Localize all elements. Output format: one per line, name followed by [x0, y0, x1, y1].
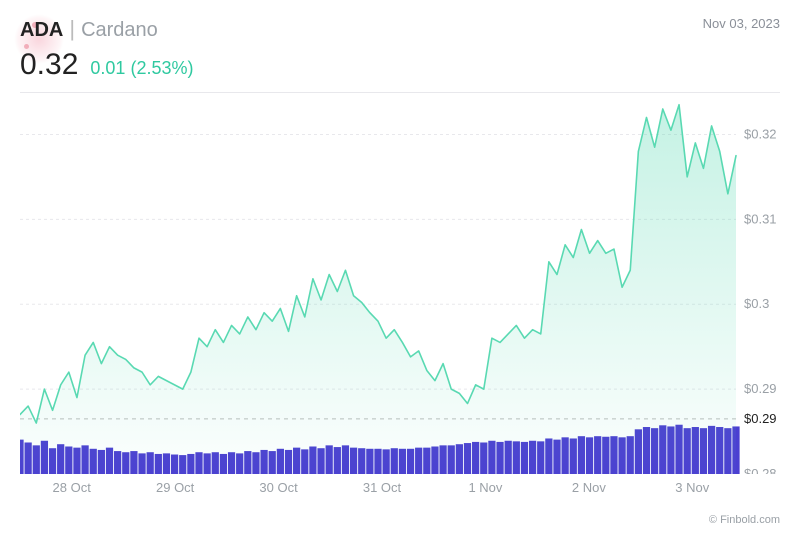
x-tick-label: 2 Nov [572, 480, 606, 495]
svg-text:$0.3: $0.3 [744, 296, 769, 311]
x-tick-label: 28 Oct [53, 480, 91, 495]
svg-text:$0.29: $0.29 [744, 381, 777, 396]
x-tick-label: 1 Nov [468, 480, 502, 495]
svg-text:$0.28: $0.28 [744, 466, 777, 474]
attribution: © Finbold.com [709, 514, 780, 526]
svg-text:$0.32: $0.32 [744, 126, 777, 141]
change-abs: 0.01 [90, 58, 125, 78]
price-chart[interactable]: $0.28 $0.29 $0.3 $0.31 $0.32 $0.29 [20, 92, 780, 474]
chart-svg: $0.28 $0.29 $0.3 $0.31 $0.32 $0.29 [20, 92, 780, 474]
coin-name: Cardano [81, 19, 158, 42]
chart-header: ADA | Cardano 0.32 0.01 (2.53%) [20, 16, 780, 80]
change-pct: 2.53% [136, 58, 187, 78]
x-tick-label: 29 Oct [156, 480, 194, 495]
ticker-symbol: ADA [20, 19, 63, 42]
current-price: 0.32 [20, 48, 78, 82]
x-tick-label: 31 Oct [363, 480, 401, 495]
x-axis: 28 Oct 29 Oct 30 Oct 31 Oct 1 Nov 2 Nov 3 Nov [20, 480, 744, 500]
svg-text:$0.31: $0.31 [744, 211, 777, 226]
svg-text:$0.29: $0.29 [744, 411, 777, 426]
ticker-divider: | [69, 16, 75, 42]
chart-card: Nov 03, 2023 ADA | Cardano 0.32 0.01 (2.… [0, 0, 800, 534]
price-row: 0.32 0.01 (2.53%) [20, 48, 780, 82]
ticker-row: ADA | Cardano [20, 16, 780, 42]
x-tick-label: 3 Nov [675, 480, 709, 495]
price-change: 0.01 (2.53%) [90, 58, 193, 79]
x-tick-label: 30 Oct [259, 480, 297, 495]
